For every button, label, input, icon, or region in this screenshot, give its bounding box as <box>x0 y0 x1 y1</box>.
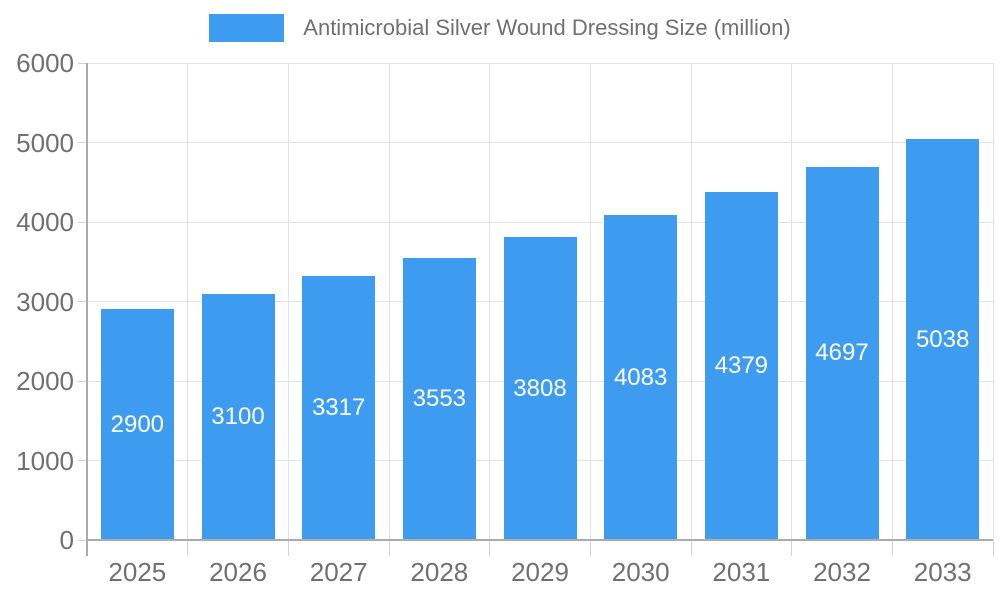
bar-value-label: 3100 <box>211 402 265 430</box>
x-axis-tick <box>589 540 591 556</box>
gridline-vertical <box>992 63 994 540</box>
gridline-vertical <box>489 63 491 540</box>
x-axis-label: 2032 <box>813 557 871 587</box>
gridline-vertical <box>287 63 289 540</box>
x-axis-label: 2027 <box>309 557 368 587</box>
y-axis-tick <box>78 221 87 223</box>
x-axis-tick <box>489 540 491 556</box>
legend[interactable]: Antimicrobial Silver Wound Dressing Size… <box>0 8 1000 48</box>
bar-value-label: 3553 <box>412 384 467 412</box>
bar[interactable]: 3100 <box>201 293 275 540</box>
y-axis-label: 4000 <box>16 207 74 237</box>
bar-value-label: 3808 <box>513 374 567 402</box>
x-axis-tick <box>891 540 893 556</box>
bar-value-label: 3317 <box>311 394 366 422</box>
y-axis-tick <box>78 460 87 461</box>
bar-value-label: 5038 <box>915 325 970 353</box>
y-axis-label: 1000 <box>16 445 74 476</box>
bar-value-label: 2900 <box>110 410 165 438</box>
legend-label: Antimicrobial Silver Wound Dressing Size… <box>303 15 791 40</box>
x-axis-tick <box>388 540 390 556</box>
gridline-vertical <box>187 63 189 540</box>
x-axis-label: 2026 <box>209 557 267 587</box>
x-axis-tick <box>791 540 793 556</box>
bar[interactable]: 3317 <box>302 276 376 540</box>
bar-value-label: 4083 <box>613 363 668 391</box>
plot-area: 0 1000 2000 3000 4000 5000 6000 2900 2025 3100 202… <box>16 50 994 587</box>
x-axis-tick <box>992 540 994 556</box>
gridline-vertical <box>589 63 591 540</box>
gridline-vertical <box>388 63 390 540</box>
x-axis-label: 2031 <box>712 557 771 587</box>
gridline-horizontal <box>87 142 993 143</box>
x-axis-tick <box>287 540 289 556</box>
x-axis-tick <box>187 540 189 556</box>
bar[interactable]: 5038 <box>906 139 980 540</box>
x-axis-line <box>87 539 993 541</box>
legend-swatch <box>209 14 285 42</box>
y-axis-tick <box>78 380 87 382</box>
x-axis-tick <box>690 540 692 556</box>
x-axis-label: 2028 <box>410 557 469 587</box>
gridline-vertical <box>891 63 893 540</box>
bar-value-label: 4379 <box>714 351 769 379</box>
gridline-vertical <box>690 63 692 540</box>
bar[interactable]: 3808 <box>503 237 577 540</box>
y-axis-label: 2000 <box>16 366 74 396</box>
x-axis-label: 2030 <box>611 557 670 587</box>
gridline-horizontal <box>87 62 993 64</box>
bar[interactable]: 3553 <box>402 257 476 540</box>
y-axis-label: 5000 <box>16 127 74 158</box>
y-axis-label: 6000 <box>16 48 74 78</box>
y-axis-label: 0 <box>59 525 74 555</box>
x-axis-label: 2025 <box>108 557 167 587</box>
y-axis-label: 3000 <box>16 286 74 317</box>
y-axis-tick <box>78 301 87 302</box>
bar[interactable]: 4379 <box>704 191 778 540</box>
gridline-horizontal <box>87 221 993 223</box>
bar-value-label: 4697 <box>815 339 869 367</box>
bar[interactable]: 4697 <box>805 166 879 540</box>
y-axis-tick <box>78 539 87 541</box>
x-axis-label: 2033 <box>913 557 972 587</box>
bar[interactable]: 2900 <box>100 309 174 540</box>
bar[interactable]: 4083 <box>604 215 678 540</box>
y-axis-tick <box>78 142 87 143</box>
gridline-vertical <box>791 63 793 540</box>
y-axis-line <box>86 63 88 556</box>
x-axis-label: 2029 <box>511 557 569 587</box>
y-axis-tick <box>78 62 87 64</box>
